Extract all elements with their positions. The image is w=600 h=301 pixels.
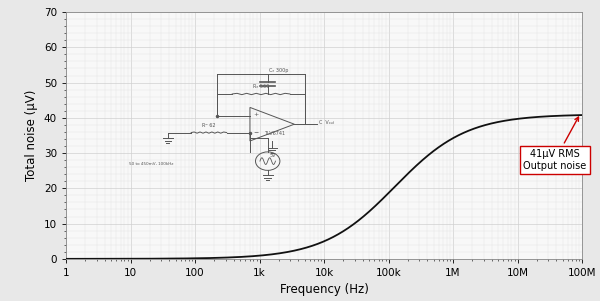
Text: 41μV RMS
Output noise: 41μV RMS Output noise [523,117,587,171]
Y-axis label: Total noise (μV): Total noise (μV) [25,90,38,181]
X-axis label: Frequency (Hz): Frequency (Hz) [280,284,368,296]
